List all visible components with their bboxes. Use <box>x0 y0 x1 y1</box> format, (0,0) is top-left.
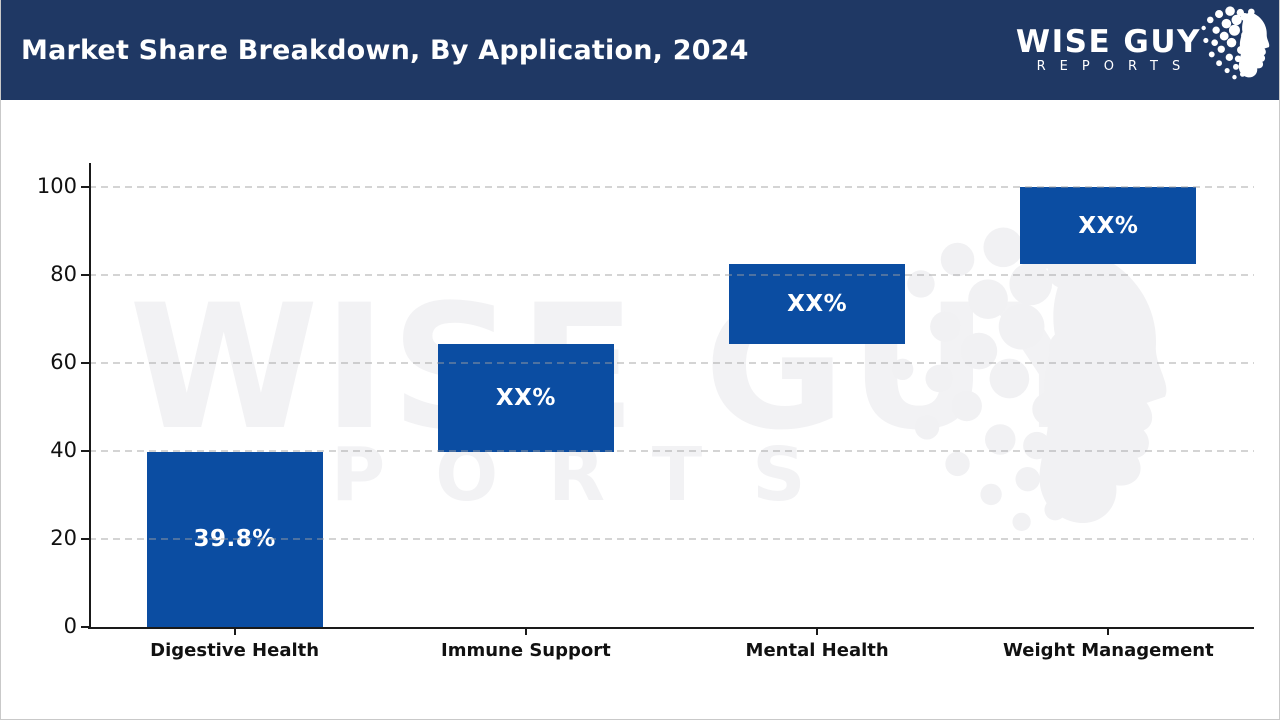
y-tick-label: 20 <box>50 526 77 550</box>
y-axis <box>89 163 91 629</box>
x-tick <box>1107 627 1110 635</box>
logo-wordmark-line1: WISE GUY <box>1015 23 1201 60</box>
category-label: Mental Health <box>745 640 889 661</box>
category-label: Immune Support <box>441 640 611 661</box>
bar-immune-support: XX% <box>437 343 614 452</box>
bar-value-label: XX% <box>787 291 848 318</box>
y-tick-label: 0 <box>63 614 77 638</box>
category-label: Digestive Health <box>150 640 320 661</box>
y-tick-label: 60 <box>50 350 77 374</box>
bar-mental-health: XX% <box>729 264 906 344</box>
x-tick <box>233 627 236 635</box>
header-bar: Market Share Breakdown, By Application, … <box>1 0 1279 100</box>
watermark-text-line1: WISE GUY <box>129 267 1122 468</box>
x-tick <box>816 627 819 635</box>
x-axis <box>88 627 1254 629</box>
y-tick-label: 80 <box>50 262 77 286</box>
y-tick <box>81 626 89 628</box>
gridline <box>89 362 1254 364</box>
gridline <box>89 274 1254 276</box>
y-tick <box>81 274 89 276</box>
bar-value-label: XX% <box>495 384 556 411</box>
logo-head-icon <box>1201 6 1270 80</box>
category-label: Weight Management <box>1003 640 1214 661</box>
bar-value-label: XX% <box>1078 212 1139 239</box>
page-title: Market Share Breakdown, By Application, … <box>21 34 749 66</box>
bar-value-label: 39.8% <box>193 526 276 553</box>
y-tick-label: 100 <box>36 174 77 198</box>
y-tick <box>81 538 89 540</box>
gridline <box>89 186 1254 188</box>
logo: WISE GUY REPORTS <box>1016 6 1271 94</box>
y-tick <box>81 362 89 364</box>
y-tick <box>81 186 89 188</box>
bar-digestive-health: 39.8% <box>146 451 323 627</box>
gridline <box>89 450 1254 452</box>
logo-wordmark-line2: REPORTS <box>1036 59 1195 75</box>
logo-wordmark: WISE GUY REPORTS <box>1016 26 1201 75</box>
x-tick <box>524 627 527 635</box>
bar-weight-management: XX% <box>1020 187 1197 265</box>
gridline <box>89 538 1254 540</box>
y-tick-label: 40 <box>50 438 77 462</box>
y-tick <box>81 450 89 452</box>
